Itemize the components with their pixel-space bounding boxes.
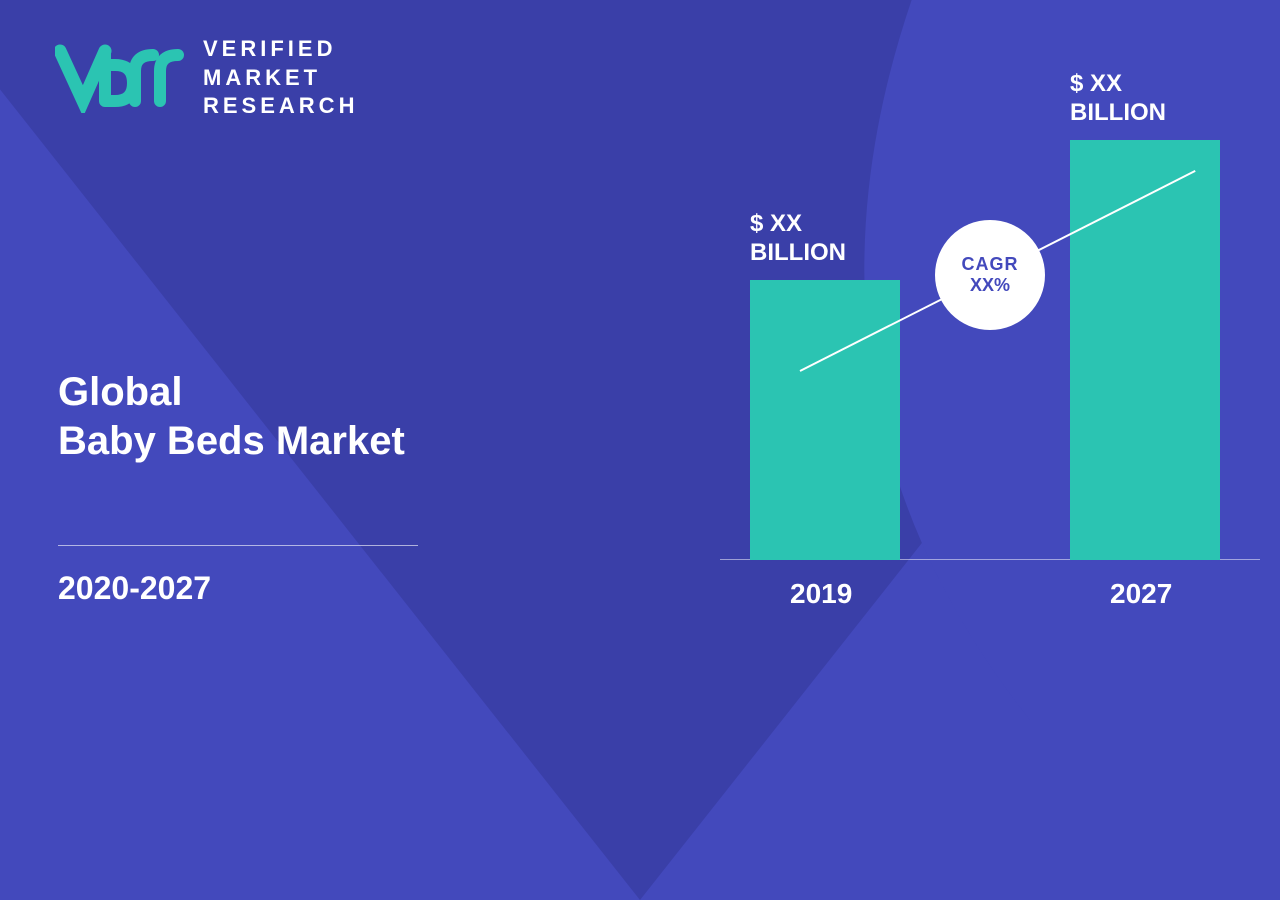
bar-2027-value-line1: $ XX [1070,70,1166,99]
cagr-badge: CAGR XX% [935,220,1045,330]
bar-2019-value-label: $ XX BILLION [750,210,846,268]
logo-text-line1: VERIFIED [203,35,358,64]
cagr-value: XX% [970,275,1010,296]
bar-2027-value-label: $ XX BILLION [1070,70,1166,128]
logo: VERIFIED MARKET RESEARCH [55,35,358,121]
logo-text-line3: RESEARCH [203,92,358,121]
logo-text: VERIFIED MARKET RESEARCH [203,35,358,121]
cagr-label: CAGR [962,254,1019,275]
bar-2027 [1070,140,1220,560]
logo-text-line2: MARKET [203,64,358,93]
bar-2019-value-line1: $ XX [750,210,846,239]
year-label-2019: 2019 [790,578,852,610]
title-divider [58,545,418,546]
bar-chart: $ XX BILLION $ XX BILLION CAGR XX% [720,130,1240,560]
date-range: 2020-2027 [58,570,211,607]
bar-2019-value-line2: BILLION [750,239,846,268]
title-line2: Baby Beds Market [58,419,405,464]
logo-mark-icon [55,43,185,113]
year-label-2027: 2027 [1110,578,1172,610]
page-title: Global Baby Beds Market [58,370,405,464]
bar-2027-value-line2: BILLION [1070,99,1166,128]
title-line1: Global [58,370,405,415]
bar-2019 [750,280,900,560]
